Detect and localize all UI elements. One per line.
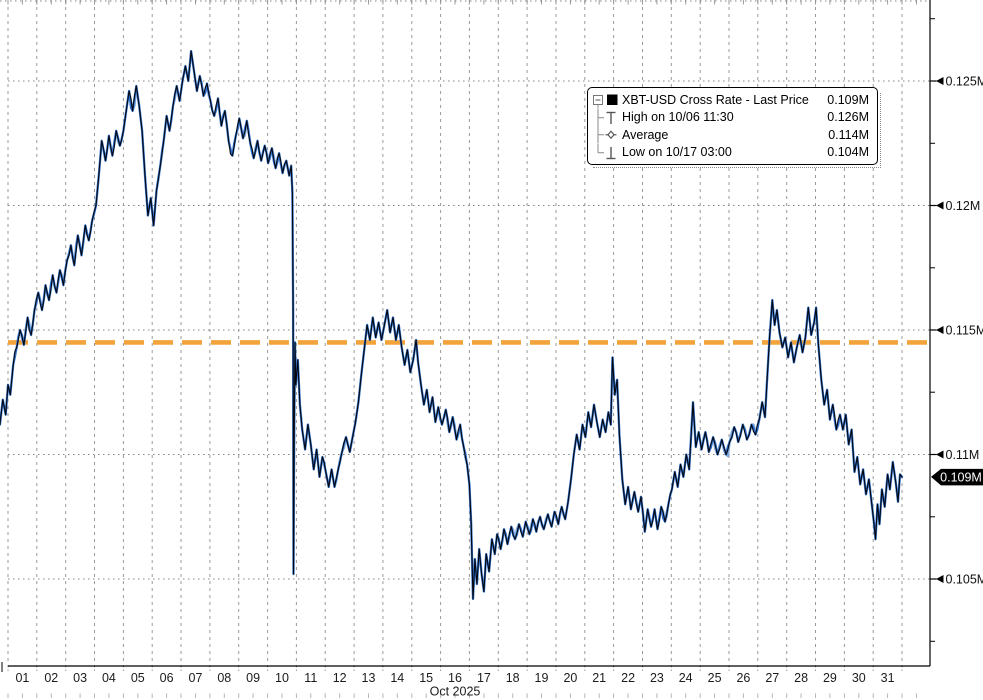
x-tick-label: 09	[246, 671, 260, 685]
y-axis: 0.125M 0.12M 0.115M 0.11M 0.105M	[930, 18, 983, 642]
y-tick-label: 0.125M	[946, 74, 983, 88]
y-tick-arrow-icon	[936, 77, 944, 85]
x-tick-label: 18	[506, 671, 520, 685]
x-tick-label: 13	[362, 671, 376, 685]
x-tick-label: 14	[390, 671, 404, 685]
x-tick-label: 02	[44, 671, 58, 685]
legend-low-value: 0.104M	[827, 145, 869, 160]
legend-high-label: High on 10/06 11:30	[622, 110, 734, 125]
legend-low-whisker-icon	[592, 143, 622, 162]
legend-row-last-price[interactable]: XBT-USD Cross Rate - Last Price 0.109M	[592, 91, 869, 109]
x-tick-label: 12	[333, 671, 347, 685]
x-tick-label: 17	[477, 671, 491, 685]
legend-row-high[interactable]: High on 10/06 11:30 0.126M	[592, 108, 869, 126]
x-tick-label: 31	[881, 671, 895, 685]
x-tick-label: 05	[131, 671, 145, 685]
legend-last-value: 0.109M	[827, 92, 869, 107]
x-tick-label: 06	[160, 671, 174, 685]
y-tick-arrow-icon	[936, 326, 944, 334]
x-tick-label: 15	[419, 671, 433, 685]
x-tick-label: 29	[823, 671, 837, 685]
x-tick-label: 28	[794, 671, 808, 685]
y-tick-label: 0.12M	[946, 199, 981, 213]
x-tick-label: 27	[765, 671, 779, 685]
x-tick-label: 03	[73, 671, 87, 685]
legend-low-label: Low on 10/17 03:00	[622, 145, 732, 160]
x-tick-label: 16	[448, 671, 462, 685]
chart-legend[interactable]: XBT-USD Cross Rate - Last Price 0.109M H…	[587, 87, 881, 168]
legend-row-low[interactable]: Low on 10/17 03:00 0.104M	[592, 143, 869, 162]
x-tick-label: 30	[852, 671, 866, 685]
last-price-badge-label: 0.109M	[940, 470, 982, 484]
last-price-badge: 0.109M	[931, 468, 983, 486]
y-tick-label: 0.115M	[946, 323, 983, 337]
y-tick-arrow-icon	[936, 201, 944, 210]
x-tick-label: 26	[736, 671, 750, 685]
legend-high-whisker-icon	[592, 108, 622, 126]
grid	[0, 0, 930, 698]
x-tick-label: 24	[679, 671, 693, 685]
axes	[1, 0, 931, 672]
x-tick-label: 08	[217, 671, 231, 685]
legend-row-average[interactable]: Average 0.114M	[592, 126, 869, 144]
y-tick-label: 0.11M	[946, 448, 980, 462]
x-axis-month-label: Oct 2025	[430, 685, 481, 699]
legend-series-swatch-icon[interactable]	[592, 91, 622, 109]
y-tick-label: 0.105M	[946, 572, 983, 586]
legend-series-label: XBT-USD Cross Rate - Last Price	[622, 92, 809, 107]
price-line	[0, 49, 904, 601]
x-tick-label: 22	[621, 671, 635, 685]
legend-average-diamond-icon	[592, 126, 622, 144]
x-tick-label: 25	[708, 671, 722, 685]
x-tick-label: 04	[102, 671, 116, 685]
x-tick-label: 11	[304, 671, 317, 685]
y-tick-arrow-icon	[936, 575, 944, 583]
legend-average-value: 0.114M	[828, 127, 869, 142]
x-axis: 01 02 03 04 05 06 07 08 09 10 11 12 13 14 15 16 17 18 19 20…	[15, 671, 894, 699]
x-tick-label: 19	[535, 671, 549, 685]
legend-average-label: Average	[622, 127, 669, 142]
legend-high-value: 0.126M	[827, 110, 869, 125]
x-tick-label: 10	[275, 671, 289, 685]
x-tick-label: 21	[592, 671, 606, 685]
x-tick-label: 01	[15, 671, 29, 685]
y-tick-arrow-icon	[936, 450, 944, 459]
x-tick-label: 23	[650, 671, 664, 685]
x-tick-label: 20	[563, 671, 577, 685]
x-tick-label: 07	[189, 671, 203, 685]
